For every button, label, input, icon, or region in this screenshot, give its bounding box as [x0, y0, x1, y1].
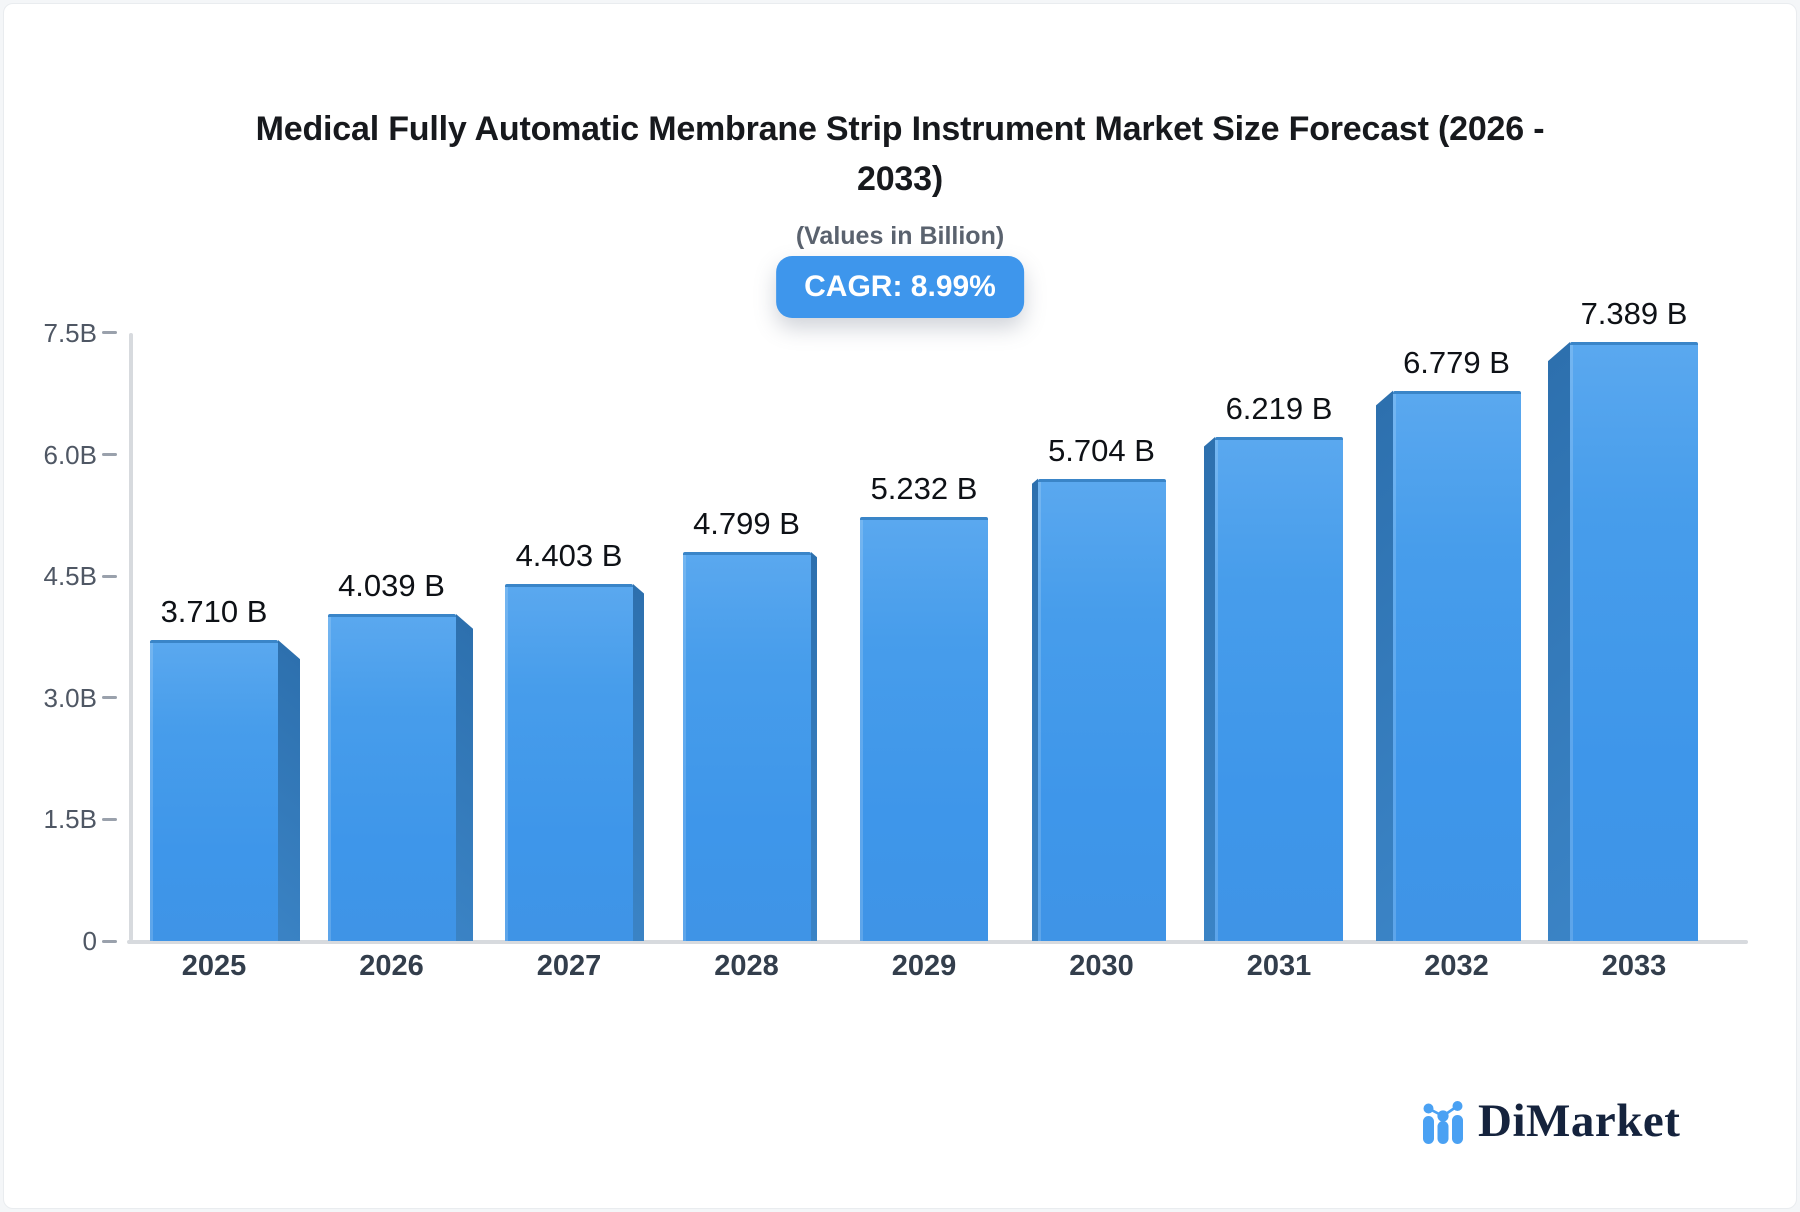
- bar-value-label: 5.704 B: [1048, 432, 1155, 468]
- y-axis-label: 4.5B: [43, 561, 98, 592]
- chart-title-line2: 2033): [857, 160, 943, 198]
- brand-logo: DiMarket: [1421, 1095, 1681, 1147]
- bar-value-label: 6.219 B: [1225, 390, 1333, 426]
- x-axis-label: 2030: [1069, 950, 1134, 982]
- y-axis-label: 3.0B: [43, 682, 98, 713]
- bar-3d-side: [1032, 478, 1038, 941]
- bar-value-label: 6.779 B: [1403, 345, 1510, 381]
- bar-3d-side: [278, 640, 300, 941]
- chart-subtitle: (Values in Billion): [795, 222, 1005, 250]
- x-axis-label: 2027: [536, 950, 602, 982]
- bar-3d-side: [1204, 436, 1215, 941]
- chart-title: Medical Fully Automatic Membrane Strip I…: [0, 104, 1800, 204]
- x-axis-label: 2031: [1246, 950, 1312, 982]
- x-axis-label: 2025: [181, 950, 247, 982]
- bar: [1570, 341, 1698, 941]
- bar-value-label: 3.710 B: [160, 594, 268, 630]
- x-axis-label: 2032: [1424, 950, 1489, 982]
- x-axis-line: [127, 940, 1748, 944]
- bar-value-label: 4.039 B: [338, 567, 445, 603]
- bar: [860, 516, 988, 941]
- y-axis-line: [129, 333, 133, 941]
- bar-value-label: 4.403 B: [515, 538, 623, 574]
- y-axis-tick: [102, 574, 117, 578]
- cagr-badge: CAGR: 8.99%: [776, 256, 1024, 318]
- y-axis-tick: [102, 817, 117, 821]
- bar-3d-side: [633, 584, 644, 941]
- x-axis-label: 2026: [359, 950, 424, 982]
- x-axis-label: 2033: [1601, 950, 1667, 982]
- bar: [1037, 478, 1166, 941]
- bar-value-label: 7.389 B: [1580, 295, 1688, 331]
- chart-title-line1: Medical Fully Automatic Membrane Strip I…: [255, 110, 1545, 148]
- bar-3d-side: [1376, 391, 1393, 941]
- bar: [1215, 436, 1343, 941]
- bar-3d-side: [810, 551, 816, 941]
- y-axis-label: 7.5B: [43, 317, 98, 348]
- y-axis-label: 6.0B: [43, 439, 98, 470]
- bar: [327, 613, 456, 941]
- bar: [682, 551, 811, 941]
- x-axis-label: 2028: [714, 950, 779, 982]
- y-axis-tick: [102, 939, 117, 943]
- x-axis-label: 2029: [891, 950, 957, 982]
- bar-chart-logo-icon: [1423, 1101, 1463, 1144]
- bar-3d-side: [1548, 341, 1570, 941]
- bar: [150, 640, 278, 941]
- y-axis-label: 0: [82, 926, 97, 956]
- y-axis-label: 1.5B: [43, 804, 98, 835]
- bar: [1392, 391, 1521, 941]
- y-axis-tick: [102, 696, 117, 700]
- bar-value-label: 4.799 B: [693, 505, 800, 541]
- y-axis-tick: [102, 453, 117, 457]
- bar: [505, 584, 633, 941]
- bar-3d-side: [455, 613, 472, 941]
- y-axis-tick: [102, 331, 117, 335]
- bar-value-label: 5.232 B: [870, 470, 978, 506]
- brand-name: DiMarket: [1478, 1095, 1681, 1147]
- plot-area: 3.710 B 4.039 B 4.403 B 4.799 B 5.232 B 5.704…: [150, 295, 1698, 941]
